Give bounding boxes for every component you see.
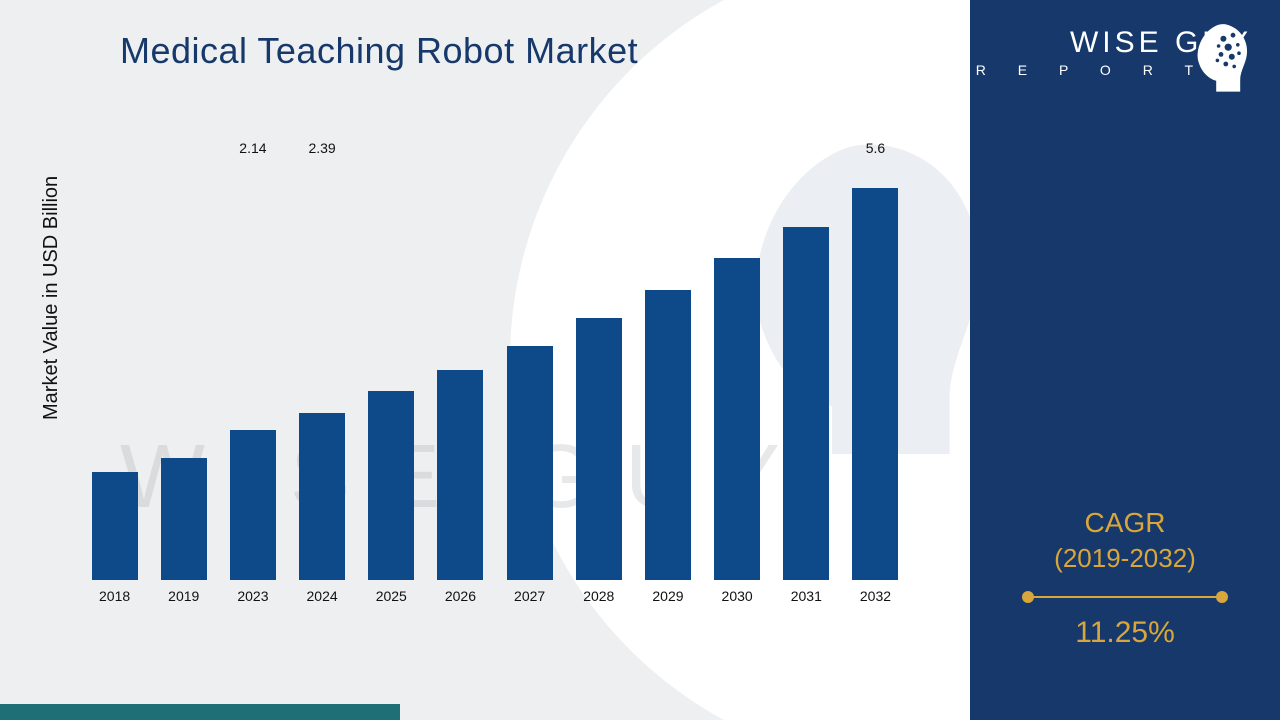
bar-wrap: 2018 xyxy=(80,160,149,580)
category-label: 2031 xyxy=(791,588,822,604)
bar xyxy=(783,227,829,581)
bar-value-label: 5.6 xyxy=(866,140,885,156)
bar xyxy=(299,413,345,580)
category-label: 2026 xyxy=(445,588,476,604)
cagr-value: 11.25% xyxy=(1010,616,1240,650)
bar-value-label: 2.39 xyxy=(308,140,335,156)
bar-wrap: 2027 xyxy=(495,160,564,580)
category-label: 2028 xyxy=(583,588,614,604)
bars-container: 201820192.1420232.3920242025202620272028… xyxy=(80,160,910,580)
bar-wrap: 2019 xyxy=(149,160,218,580)
bar-wrap: 2031 xyxy=(772,160,841,580)
bar-chart: 201820192.1420232.3920242025202620272028… xyxy=(80,160,910,580)
bar-wrap: 2029 xyxy=(633,160,702,580)
category-label: 2024 xyxy=(307,588,338,604)
bar-wrap: 2028 xyxy=(564,160,633,580)
chart-title: Medical Teaching Robot Market xyxy=(120,30,638,72)
bar xyxy=(161,458,207,581)
bar xyxy=(437,370,483,580)
bar-wrap: 2030 xyxy=(703,160,772,580)
category-label: 2023 xyxy=(237,588,268,604)
cagr-divider xyxy=(1028,596,1222,598)
bar-wrap: 2.392024 xyxy=(288,160,357,580)
bar-wrap: 5.62032 xyxy=(841,160,910,580)
bottom-accent-strip xyxy=(0,704,400,720)
brand-logo: WISE GUY R E P O R T S xyxy=(976,26,1252,78)
bar-value-label: 2.14 xyxy=(239,140,266,156)
category-label: 2032 xyxy=(860,588,891,604)
category-label: 2029 xyxy=(652,588,683,604)
y-axis-label: Market Value in USD Billion xyxy=(40,176,63,420)
cagr-block: CAGR (2019-2032) 11.25% xyxy=(1010,507,1240,650)
bar-wrap: 2.142023 xyxy=(218,160,287,580)
category-label: 2030 xyxy=(722,588,753,604)
bar xyxy=(576,318,622,581)
bar xyxy=(92,472,138,581)
head-icon xyxy=(1190,22,1252,94)
category-label: 2027 xyxy=(514,588,545,604)
bar xyxy=(645,290,691,580)
cagr-title: CAGR xyxy=(1010,507,1240,539)
category-label: 2019 xyxy=(168,588,199,604)
category-label: 2025 xyxy=(376,588,407,604)
cagr-range: (2019-2032) xyxy=(1010,543,1240,574)
bar xyxy=(507,346,553,581)
bar-wrap: 2026 xyxy=(426,160,495,580)
bar xyxy=(368,391,414,580)
bar-wrap: 2025 xyxy=(357,160,426,580)
bar xyxy=(714,258,760,580)
bar xyxy=(230,430,276,580)
category-label: 2018 xyxy=(99,588,130,604)
bar xyxy=(852,188,898,580)
